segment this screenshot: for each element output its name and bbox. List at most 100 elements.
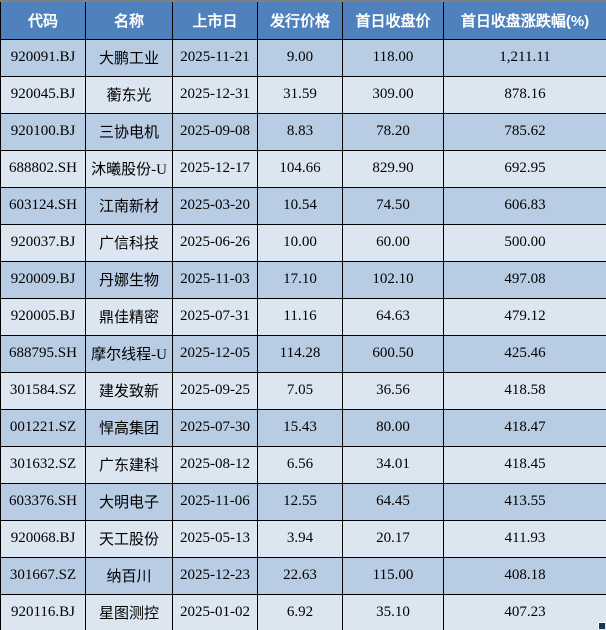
cell-first-day-close: 64.45 bbox=[342, 482, 444, 521]
cell-first-day-close: 115.00 bbox=[342, 556, 444, 595]
cell-first-day-change-pct: 606.83 bbox=[443, 186, 606, 225]
cell-code: 301667.SZ bbox=[0, 556, 86, 595]
header-first-day-close: 首日收盘价 bbox=[342, 0, 444, 40]
cell-first-day-close: 20.17 bbox=[342, 519, 444, 558]
cell-name: 丹娜生物 bbox=[85, 260, 173, 299]
cell-list-date: 2025-12-05 bbox=[172, 334, 258, 373]
table-row: 001221.SZ 悍高集团 2025-07-30 15.43 80.00 418.47 bbox=[0, 408, 606, 447]
cell-list-date: 2025-07-31 bbox=[172, 297, 258, 336]
cell-first-day-change-pct: 418.45 bbox=[443, 445, 606, 484]
cell-issue-price: 114.28 bbox=[257, 334, 343, 373]
cell-issue-price: 17.10 bbox=[257, 260, 343, 299]
header-row: 代码 名称 上市日 发行价格 首日收盘价 首日收盘涨跌幅(%) bbox=[0, 0, 606, 40]
table-row: 920009.BJ 丹娜生物 2025-11-03 17.10 102.10 497.08 bbox=[0, 260, 606, 299]
cell-code: 920116.BJ bbox=[0, 593, 86, 630]
cell-issue-price: 10.54 bbox=[257, 186, 343, 225]
cell-name: 广信科技 bbox=[85, 223, 173, 262]
cell-code: 920100.BJ bbox=[0, 112, 86, 151]
selection-fill-handle[interactable] bbox=[598, 622, 605, 629]
cell-first-day-change-pct: 411.93 bbox=[443, 519, 606, 558]
header-name: 名称 bbox=[85, 0, 173, 40]
cell-code: 920005.BJ bbox=[0, 297, 86, 336]
cell-issue-price: 3.94 bbox=[257, 519, 343, 558]
cell-list-date: 2025-11-03 bbox=[172, 260, 258, 299]
table-row: 920091.BJ 大鹏工业 2025-11-21 9.00 118.00 1,211.1… bbox=[0, 38, 606, 77]
header-list-date: 上市日 bbox=[172, 0, 258, 40]
cell-first-day-change-pct: 785.62 bbox=[443, 112, 606, 151]
cell-list-date: 2025-03-20 bbox=[172, 186, 258, 225]
cell-first-day-close: 309.00 bbox=[342, 75, 444, 114]
cell-list-date: 2025-12-31 bbox=[172, 75, 258, 114]
cell-code: 920045.BJ bbox=[0, 75, 86, 114]
cell-first-day-change-pct: 408.18 bbox=[443, 556, 606, 595]
cell-first-day-close: 60.00 bbox=[342, 223, 444, 262]
table-row: 301667.SZ 纳百川 2025-12-23 22.63 115.00 408.18 bbox=[0, 556, 606, 595]
table-row: 301584.SZ 建发致新 2025-09-25 7.05 36.56 418.58 bbox=[0, 371, 606, 410]
cell-first-day-close: 36.56 bbox=[342, 371, 444, 410]
cell-issue-price: 104.66 bbox=[257, 149, 343, 188]
cell-issue-price: 7.05 bbox=[257, 371, 343, 410]
cell-code: 603376.SH bbox=[0, 482, 86, 521]
cell-issue-price: 6.92 bbox=[257, 593, 343, 630]
cell-issue-price: 22.63 bbox=[257, 556, 343, 595]
table-row: 301632.SZ 广东建科 2025-08-12 6.56 34.01 418.45 bbox=[0, 445, 606, 484]
table-row: 920005.BJ 鼎佳精密 2025-07-31 11.16 64.63 479.12 bbox=[0, 297, 606, 336]
cell-first-day-close: 829.90 bbox=[342, 149, 444, 188]
header-issue-price: 发行价格 bbox=[257, 0, 343, 40]
cell-code: 688795.SH bbox=[0, 334, 86, 373]
cell-first-day-close: 102.10 bbox=[342, 260, 444, 299]
cell-first-day-change-pct: 479.12 bbox=[443, 297, 606, 336]
cell-issue-price: 31.59 bbox=[257, 75, 343, 114]
table-row: 920045.BJ 蘅东光 2025-12-31 31.59 309.00 878.16 bbox=[0, 75, 606, 114]
cell-list-date: 2025-11-06 bbox=[172, 482, 258, 521]
cell-first-day-close: 64.63 bbox=[342, 297, 444, 336]
cell-issue-price: 11.16 bbox=[257, 297, 343, 336]
cell-list-date: 2025-06-26 bbox=[172, 223, 258, 262]
table-row: 688795.SH 摩尔线程-U 2025-12-05 114.28 600.50 425… bbox=[0, 334, 606, 373]
cell-code: 920091.BJ bbox=[0, 38, 86, 77]
cell-first-day-change-pct: 692.95 bbox=[443, 149, 606, 188]
cell-name: 天工股份 bbox=[85, 519, 173, 558]
cell-name: 大鹏工业 bbox=[85, 38, 173, 77]
cell-first-day-change-pct: 878.16 bbox=[443, 75, 606, 114]
cell-list-date: 2025-09-25 bbox=[172, 371, 258, 410]
cell-name: 建发致新 bbox=[85, 371, 173, 410]
cell-code: 688802.SH bbox=[0, 149, 86, 188]
cell-name: 悍高集团 bbox=[85, 408, 173, 447]
cell-name: 广东建科 bbox=[85, 445, 173, 484]
cell-code: 301632.SZ bbox=[0, 445, 86, 484]
cell-name: 江南新材 bbox=[85, 186, 173, 225]
cell-issue-price: 10.00 bbox=[257, 223, 343, 262]
cell-first-day-change-pct: 1,211.11 bbox=[443, 38, 606, 77]
table-row: 920037.BJ 广信科技 2025-06-26 10.00 60.00 500.00 bbox=[0, 223, 606, 262]
cell-code: 920009.BJ bbox=[0, 260, 86, 299]
cell-first-day-close: 34.01 bbox=[342, 445, 444, 484]
table-row: 603376.SH 大明电子 2025-11-06 12.55 64.45 413.55 bbox=[0, 482, 606, 521]
cell-list-date: 2025-12-23 bbox=[172, 556, 258, 595]
cell-list-date: 2025-05-13 bbox=[172, 519, 258, 558]
cell-list-date: 2025-09-08 bbox=[172, 112, 258, 151]
header-code: 代码 bbox=[0, 0, 86, 40]
cell-first-day-close: 78.20 bbox=[342, 112, 444, 151]
cell-name: 三协电机 bbox=[85, 112, 173, 151]
cell-name: 鼎佳精密 bbox=[85, 297, 173, 336]
cell-list-date: 2025-08-12 bbox=[172, 445, 258, 484]
cell-first-day-change-pct: 500.00 bbox=[443, 223, 606, 262]
cell-list-date: 2025-12-17 bbox=[172, 149, 258, 188]
cell-code: 920068.BJ bbox=[0, 519, 86, 558]
cell-first-day-change-pct: 497.08 bbox=[443, 260, 606, 299]
cell-code: 603124.SH bbox=[0, 186, 86, 225]
cell-first-day-change-pct: 407.23 bbox=[443, 593, 606, 630]
cell-issue-price: 12.55 bbox=[257, 482, 343, 521]
cell-issue-price: 15.43 bbox=[257, 408, 343, 447]
table-header: 代码 名称 上市日 发行价格 首日收盘价 首日收盘涨跌幅(%) bbox=[0, 0, 606, 40]
cell-issue-price: 8.83 bbox=[257, 112, 343, 151]
cell-name: 摩尔线程-U bbox=[85, 334, 173, 373]
cell-name: 大明电子 bbox=[85, 482, 173, 521]
cell-first-day-close: 600.50 bbox=[342, 334, 444, 373]
table-row: 603124.SH 江南新材 2025-03-20 10.54 74.50 606.83 bbox=[0, 186, 606, 225]
cell-code: 301584.SZ bbox=[0, 371, 86, 410]
cell-first-day-close: 35.10 bbox=[342, 593, 444, 630]
table-body: 920091.BJ 大鹏工业 2025-11-21 9.00 118.00 1,211.1… bbox=[0, 38, 606, 630]
